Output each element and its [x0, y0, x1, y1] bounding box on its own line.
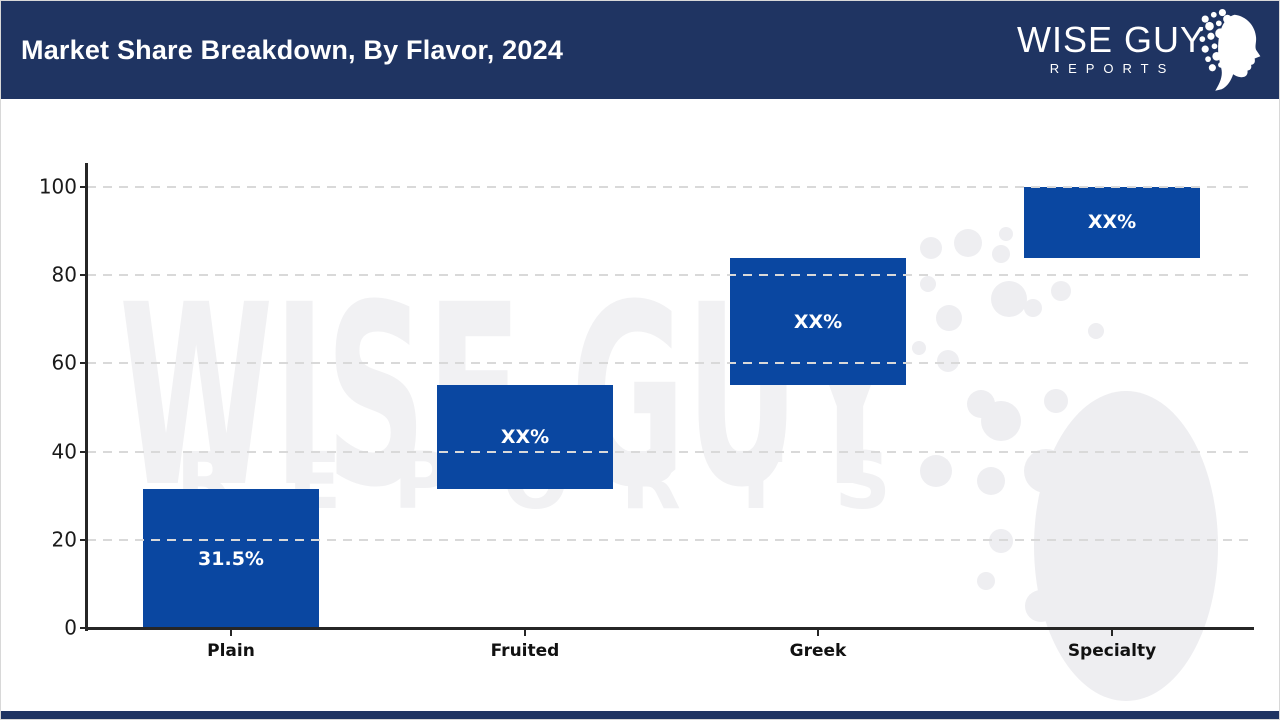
- page-title: Market Share Breakdown, By Flavor, 2024: [21, 34, 564, 65]
- y-tick-label-20: 20: [51, 527, 77, 552]
- x-tick-specialty: [1111, 630, 1113, 636]
- y-tick-label-40: 40: [51, 439, 77, 464]
- waterfall-chart: WISE GUY REPORTS 02040608010031.5%PlainX…: [1, 99, 1279, 713]
- y-tick-20: [80, 538, 87, 541]
- x-tick-plain: [230, 630, 232, 636]
- x-axis-spine: [85, 627, 1254, 630]
- y-tick-80: [80, 274, 87, 277]
- bar-fruited: [437, 385, 613, 490]
- gridline-40: [87, 450, 1254, 453]
- footer-band: [1, 711, 1279, 719]
- bar-value-label-fruited: XX%: [500, 426, 550, 449]
- y-tick-label-80: 80: [51, 262, 77, 287]
- y-axis-spine: [85, 163, 88, 631]
- y-tick-label-60: 60: [51, 350, 77, 375]
- wise-guy-logo: WISE GUY REPORTS: [1017, 7, 1267, 95]
- logo-wordmark: WISE GUY: [1017, 19, 1206, 60]
- gridline-20: [87, 538, 1254, 541]
- gridline-100: [87, 186, 1254, 188]
- header-band: Market Share Breakdown, By Flavor, 2024 …: [1, 1, 1279, 99]
- gridline-80: [87, 274, 1254, 277]
- bar-value-label-plain: 31.5%: [198, 547, 264, 570]
- logo-head-icon: [1198, 9, 1261, 91]
- y-tick-60: [80, 362, 87, 365]
- y-tick-label-100: 100: [38, 174, 77, 199]
- gridline-60: [87, 362, 1254, 365]
- y-tick-40: [80, 450, 87, 453]
- x-axis-label-plain: Plain: [207, 641, 255, 661]
- bar-value-label-specialty: XX%: [1087, 211, 1137, 234]
- bar-plain: [143, 489, 319, 628]
- x-tick-greek: [817, 630, 819, 636]
- logo-text: WISE GUY REPORTS: [1017, 19, 1206, 77]
- y-tick-label-0: 0: [64, 615, 77, 640]
- x-axis-label-fruited: Fruited: [490, 641, 560, 661]
- bar-value-label-greek: XX%: [793, 310, 843, 333]
- watermark-head-icon: [912, 227, 1218, 701]
- x-axis-label-specialty: Specialty: [1067, 641, 1157, 661]
- y-tick-100: [80, 186, 87, 188]
- y-tick-0: [80, 627, 87, 629]
- x-axis-label-greek: Greek: [789, 641, 847, 661]
- x-tick-fruited: [524, 630, 526, 636]
- logo-subtitle: REPORTS: [1049, 61, 1176, 76]
- bar-specialty: [1024, 187, 1200, 258]
